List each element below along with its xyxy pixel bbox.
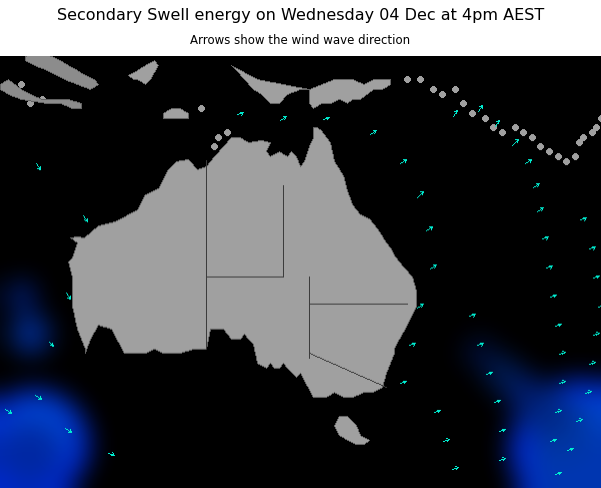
Text: Secondary Swell energy on Wednesday 04 Dec at 4pm AEST: Secondary Swell energy on Wednesday 04 D… — [57, 8, 544, 23]
Text: Arrows show the wind wave direction: Arrows show the wind wave direction — [191, 34, 410, 47]
